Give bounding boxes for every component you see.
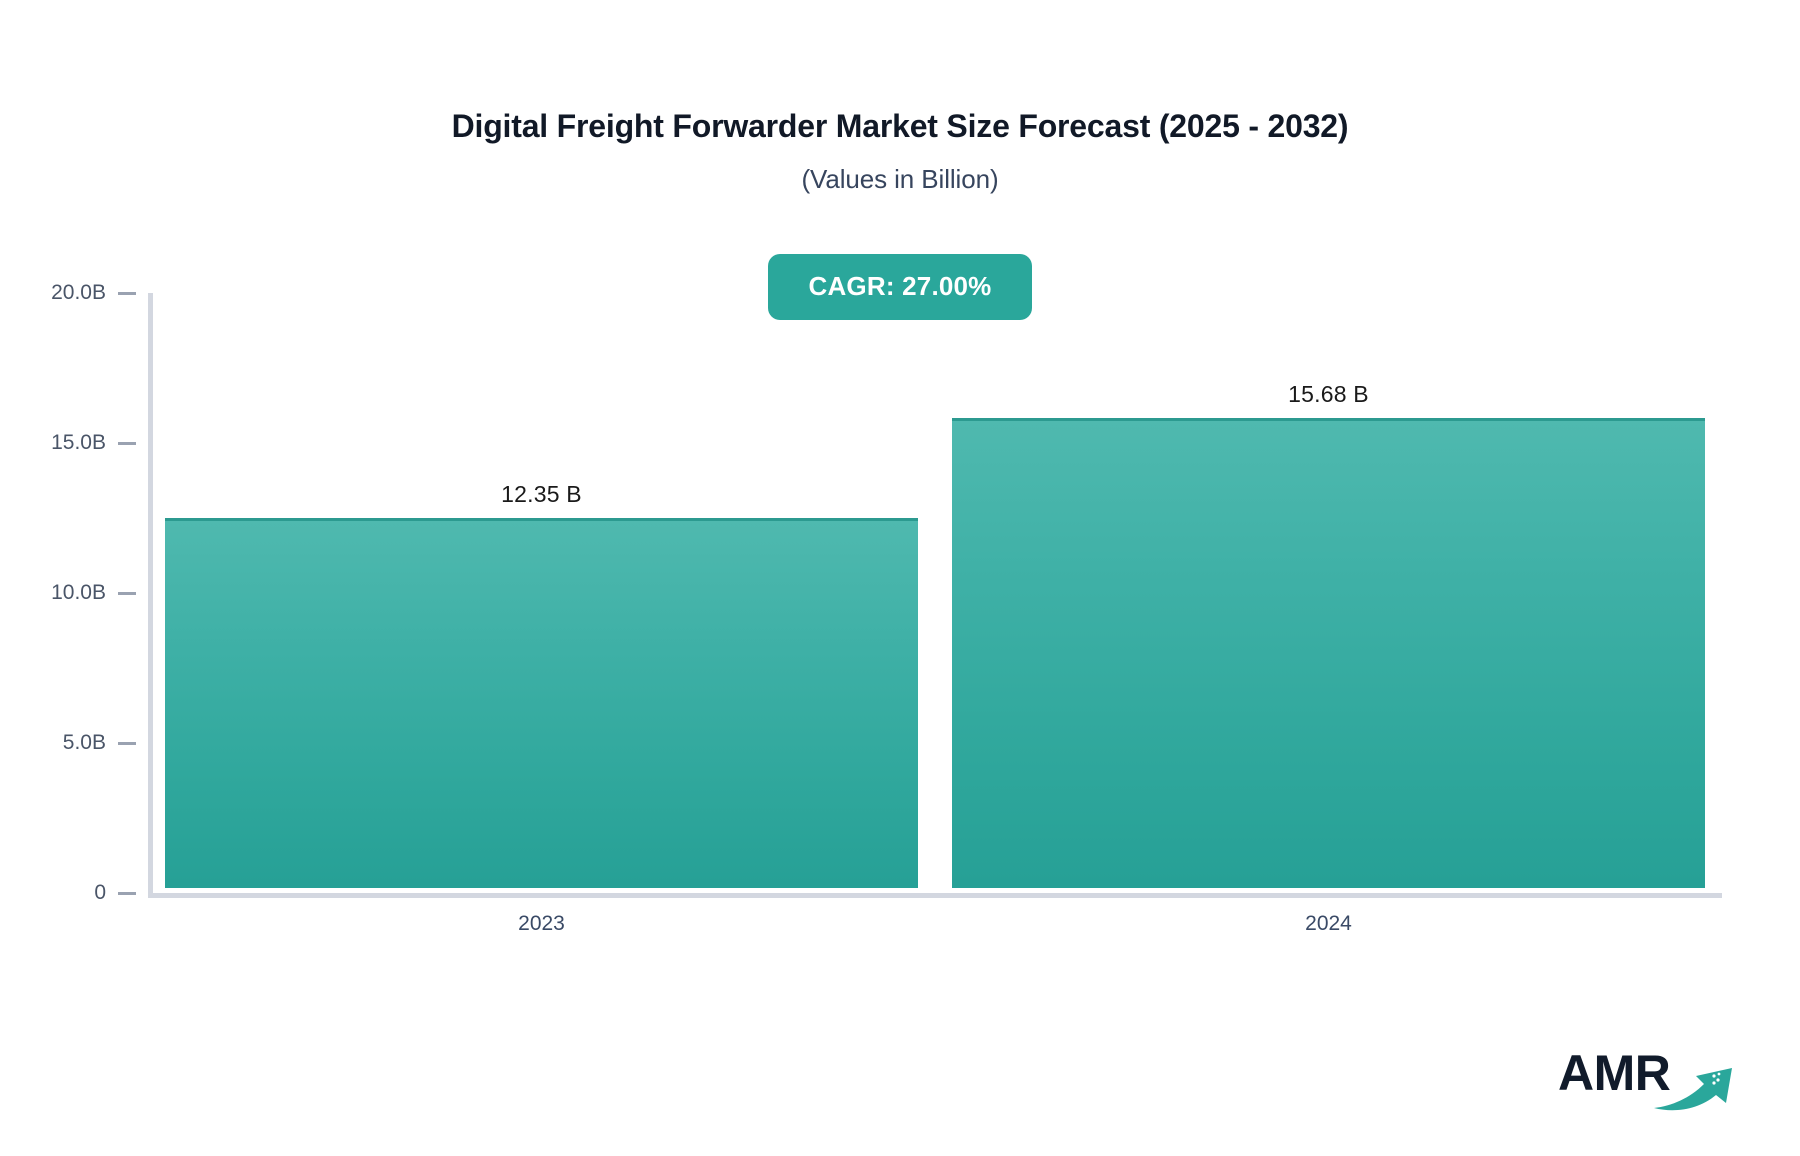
y-axis-tick-label: 10.0B (51, 581, 106, 604)
y-axis-tick-mark (118, 292, 136, 295)
x-axis-category-label: 2024 (1305, 912, 1352, 935)
y-axis-tick-mark (118, 592, 136, 595)
y-axis-tick-mark (118, 892, 136, 895)
y-axis-tick-mark (118, 742, 136, 745)
y-axis-line (148, 293, 153, 893)
cagr-badge: CAGR: 27.00% (768, 254, 1032, 320)
bar-value-label: 12.35 B (501, 480, 582, 507)
amr-logo-text: AMR (1558, 1045, 1671, 1101)
bar-group: 12.35 B 2023 (165, 481, 918, 935)
bar-2023[interactable]: 12.35 B 2023 (165, 481, 918, 935)
y-axis: 20.0B 15.0B 10.0B 5.0B 0 (0, 281, 148, 904)
bar-group: 15.68 B 2024 (952, 381, 1705, 935)
chart-title: Digital Freight Forwarder Market Size Fo… (451, 108, 1349, 144)
cagr-badge-container: CAGR: 27.00% (0, 254, 1800, 320)
x-axis-line (148, 893, 1722, 898)
amr-logo: AMR (1558, 1042, 1738, 1114)
bar-value-label: 15.68 B (1288, 380, 1369, 407)
plot-area: 20.0B 15.0B 10.0B 5.0B 0 12.35 B 2023 15.68 B 2… (51, 281, 1722, 935)
y-axis-tick-label: 15.0B (51, 431, 106, 454)
chart-subtitle: (Values in Billion) (801, 163, 999, 194)
chart-header: Digital Freight Forwarder Market Size Fo… (0, 0, 1800, 195)
y-axis-tick-label: 20.0B (51, 281, 106, 304)
y-axis-tick-label: 5.0B (62, 731, 106, 754)
growth-arrow-icon (1654, 1068, 1732, 1111)
bar-2024[interactable]: 15.68 B 2024 (952, 381, 1705, 935)
x-axis-category-label: 2023 (518, 912, 565, 935)
y-axis-tick-mark (118, 442, 136, 445)
y-axis-tick-label: 0 (94, 881, 106, 904)
